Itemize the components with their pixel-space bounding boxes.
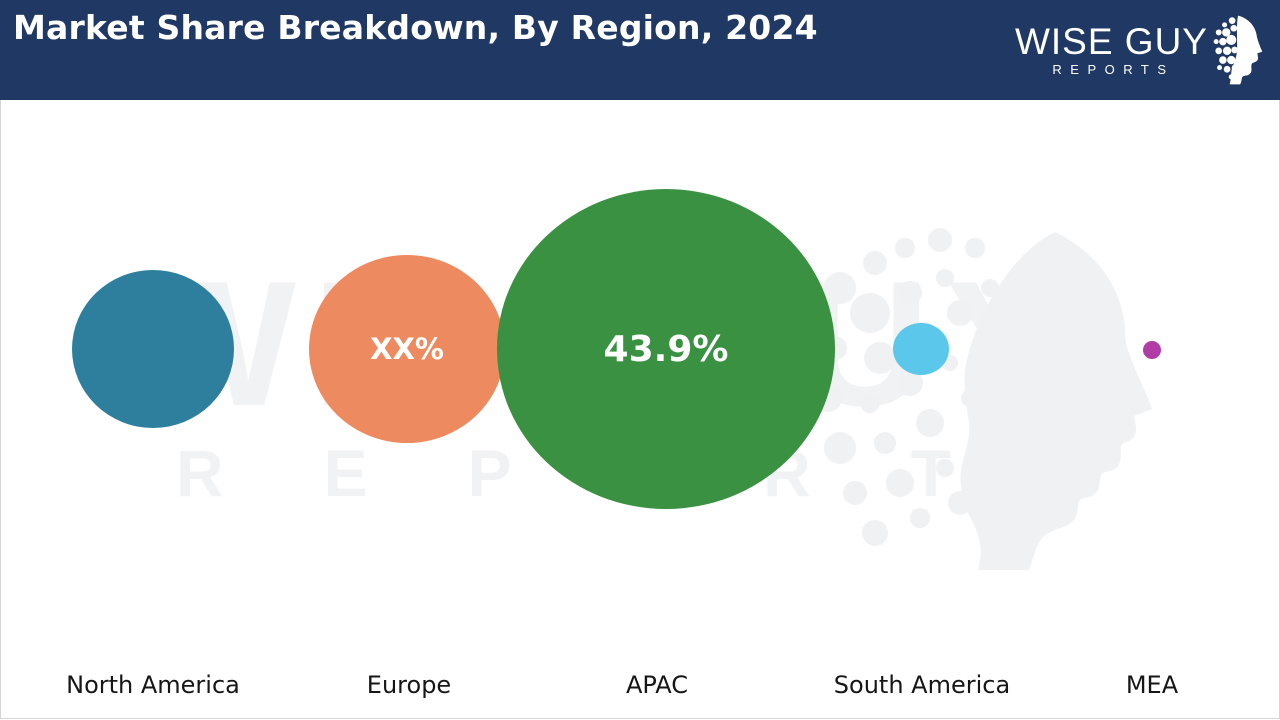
brand-logo-text: WISE GUY REPORTS	[1014, 20, 1208, 78]
category-label-mea: MEA	[1125, 671, 1179, 699]
header-bar: Market Share Breakdown, By Region, 2024 …	[0, 0, 1280, 100]
bubble-apac: 43.9%	[497, 189, 835, 509]
head-silhouette-watermark-icon	[814, 228, 1152, 570]
bubble-europe: XX%	[309, 255, 505, 443]
category-label-apac: APAC	[625, 671, 689, 699]
bubble-value-label-europe: XX%	[370, 332, 444, 366]
logo-head-icon	[1213, 15, 1263, 85]
bubble-north-america	[72, 270, 234, 428]
category-label-south-america: South America	[833, 671, 1011, 699]
bubble-mea	[1143, 341, 1161, 359]
category-label-north-america: North America	[66, 671, 240, 699]
bubble-south-america	[893, 323, 949, 375]
brand-logo: WISE GUY REPORTS	[1015, 10, 1264, 90]
page-title: Market Share Breakdown, By Region, 2024	[13, 8, 818, 47]
category-label-europe: Europe	[366, 671, 452, 699]
brand-name: WISE GUY	[1014, 20, 1208, 62]
brand-subname: REPORTS	[1052, 62, 1175, 78]
bubble-value-label-apac: 43.9%	[603, 328, 729, 370]
